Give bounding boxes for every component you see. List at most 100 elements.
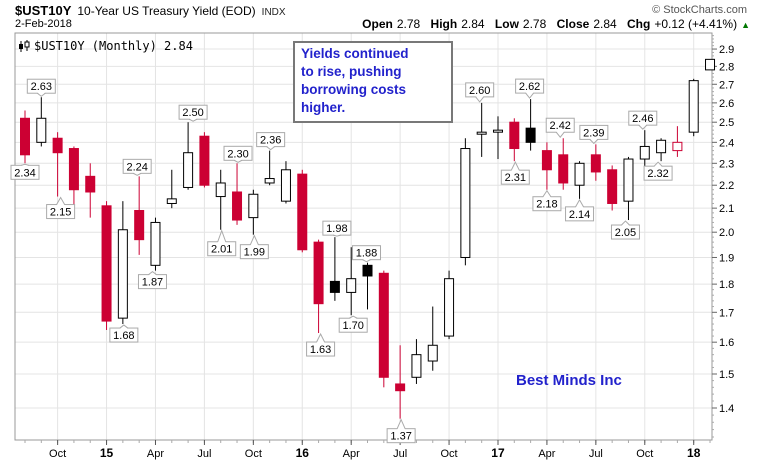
- candle-oct-2014: [52, 132, 63, 197]
- price-callout-text: 2.50: [182, 107, 203, 119]
- price-callout-text: 2.63: [31, 81, 52, 93]
- candle-mar-2015: [134, 176, 145, 255]
- legend-label: $UST10Y (Monthly) 2.84: [34, 39, 193, 53]
- close-value: 2.84: [593, 17, 617, 31]
- price-callout: 1.37: [386, 418, 416, 444]
- watermark-text: Best Minds Inc: [516, 372, 622, 389]
- y-axis: 1.4 1.5 1.6 1.7 1.8 1.9 2.0 2.1 2.2 2.3 2.4 2.5 2.6 2…: [712, 35, 734, 438]
- quote-date: 2-Feb-2018: [15, 18, 72, 30]
- price-callout: 1.63: [306, 332, 336, 357]
- price-callout: 2.30: [223, 145, 253, 163]
- plot-border: [14, 32, 713, 441]
- candles: [20, 58, 716, 419]
- y-tick-label: 2.7: [719, 79, 734, 91]
- candle-feb-2015: [117, 201, 128, 325]
- price-callouts: 2.34 2.63 2.15 2.24 1.68 1.87 2.50 2.01 2.30 1.99…: [10, 78, 673, 444]
- price-callout: 2.50: [178, 104, 208, 122]
- price-callout-text: 2.15: [50, 207, 71, 219]
- low-label: Low: [494, 17, 519, 31]
- y-tick-label: 1.7: [719, 307, 734, 319]
- x-tick-label: Jul: [197, 448, 211, 460]
- chart-header: $UST10Y 10-Year US Treasury Yield (EOD) IN…: [15, 2, 286, 20]
- candle-nov-2017: [656, 138, 667, 162]
- price-callout: 2.36: [256, 132, 286, 151]
- candle-feb-2017: [509, 118, 520, 162]
- candle-may-2015: [166, 169, 177, 209]
- x-tick-label: 18: [687, 446, 701, 460]
- x-tick-label: 17: [491, 446, 505, 460]
- price-callout-text: 2.24: [126, 161, 147, 173]
- x-axis: Oct 15 Apr Jul Oct 16 Apr Jul Oct 17 Apr Jul Oct 18: [24, 440, 711, 460]
- x-tick-label: Jul: [589, 448, 603, 460]
- candle-jan-2018: [688, 78, 699, 137]
- price-callout: 2.14: [565, 198, 595, 222]
- candle-aug-2014: [20, 110, 30, 164]
- price-callout: 2.62: [515, 78, 545, 99]
- y-tick-label: 2.5: [719, 117, 734, 129]
- candle-jun-2017: [574, 161, 585, 199]
- candle-oct-2015: [248, 189, 259, 235]
- candle-feb-2016: [313, 239, 324, 334]
- candle-aug-2015: [215, 169, 226, 230]
- price-callout-text: 2.14: [569, 209, 590, 221]
- y-tick-label: 1.6: [719, 337, 734, 349]
- plot-legend: $UST10Y (Monthly) 2.84: [18, 39, 193, 53]
- price-callout: 1.70: [338, 315, 368, 333]
- candle-feb-2018: [705, 58, 716, 71]
- candle-jun-2016: [378, 270, 389, 388]
- open-label: Open: [362, 17, 393, 31]
- price-callout-text: 2.42: [550, 120, 571, 132]
- price-callout: 2.32: [643, 161, 673, 181]
- y-tick-label: 1.4: [719, 403, 734, 415]
- y-tick-label: 1.8: [719, 279, 734, 291]
- price-callout-text: 2.18: [536, 199, 557, 211]
- high-value: 2.84: [461, 17, 485, 31]
- price-callout: 1.87: [137, 270, 167, 290]
- price-callout-text: 1.37: [390, 431, 411, 443]
- stockcharts-copyright: © StockCharts.com: [652, 4, 747, 16]
- high-label: High: [430, 17, 458, 31]
- price-callout: 2.63: [26, 78, 56, 97]
- candle-jan-2017: [492, 116, 503, 160]
- candle-jul-2016: [395, 345, 406, 419]
- y-tick-label: 2.0: [719, 227, 734, 239]
- x-tick-label: Jul: [393, 448, 407, 460]
- price-callout: 2.46: [628, 110, 658, 130]
- price-callout: 2.18: [532, 189, 562, 212]
- annotation-line: borrowing costs: [301, 82, 407, 97]
- price-callout: 1.68: [109, 324, 139, 343]
- change-up-icon: ▲: [741, 20, 750, 30]
- price-callout-text: 1.87: [142, 277, 163, 289]
- price-callout-text: 1.99: [244, 247, 265, 259]
- price-callout-text: 2.01: [211, 244, 232, 256]
- close-label: Close: [556, 17, 590, 31]
- y-tick-label: 2.8: [719, 61, 734, 73]
- price-callout-text: 2.46: [632, 113, 653, 125]
- price-callout-text: 2.31: [505, 172, 526, 184]
- candle-apr-2015: [150, 217, 161, 271]
- price-callout-text: 1.98: [326, 223, 347, 235]
- x-tick-label: 16: [296, 446, 310, 460]
- candle-dec-2015: [280, 161, 291, 204]
- candle-sep-2016: [427, 306, 438, 371]
- price-callout-text: 1.88: [356, 248, 377, 260]
- x-tick-label: Apr: [343, 448, 360, 460]
- price-callout: 2.24: [122, 158, 152, 176]
- annotation-line: higher.: [301, 100, 346, 115]
- candle-sep-2015: [232, 163, 243, 225]
- candle-apr-2016: [346, 247, 357, 316]
- price-callout-text: 2.34: [14, 167, 35, 179]
- candle-nov-2016: [460, 138, 471, 266]
- x-tick-label: Oct: [636, 448, 653, 460]
- ohlc-readout: Open 2.78 High 2.84 Low 2.78 Close 2.84 Chg +…: [362, 17, 750, 31]
- candle-may-2017: [558, 138, 569, 190]
- y-tick-label: 2.2: [719, 180, 734, 192]
- price-callout-text: 2.30: [227, 148, 248, 160]
- candle-jan-2015: [101, 201, 112, 331]
- x-tick-label: Oct: [440, 448, 457, 460]
- price-callout-text: 1.70: [342, 320, 363, 332]
- price-callout: 2.05: [610, 220, 640, 240]
- y-tick-label: 2.3: [719, 158, 734, 170]
- x-tick-label: Oct: [245, 448, 262, 460]
- y-tick-label: 2.4: [719, 137, 734, 149]
